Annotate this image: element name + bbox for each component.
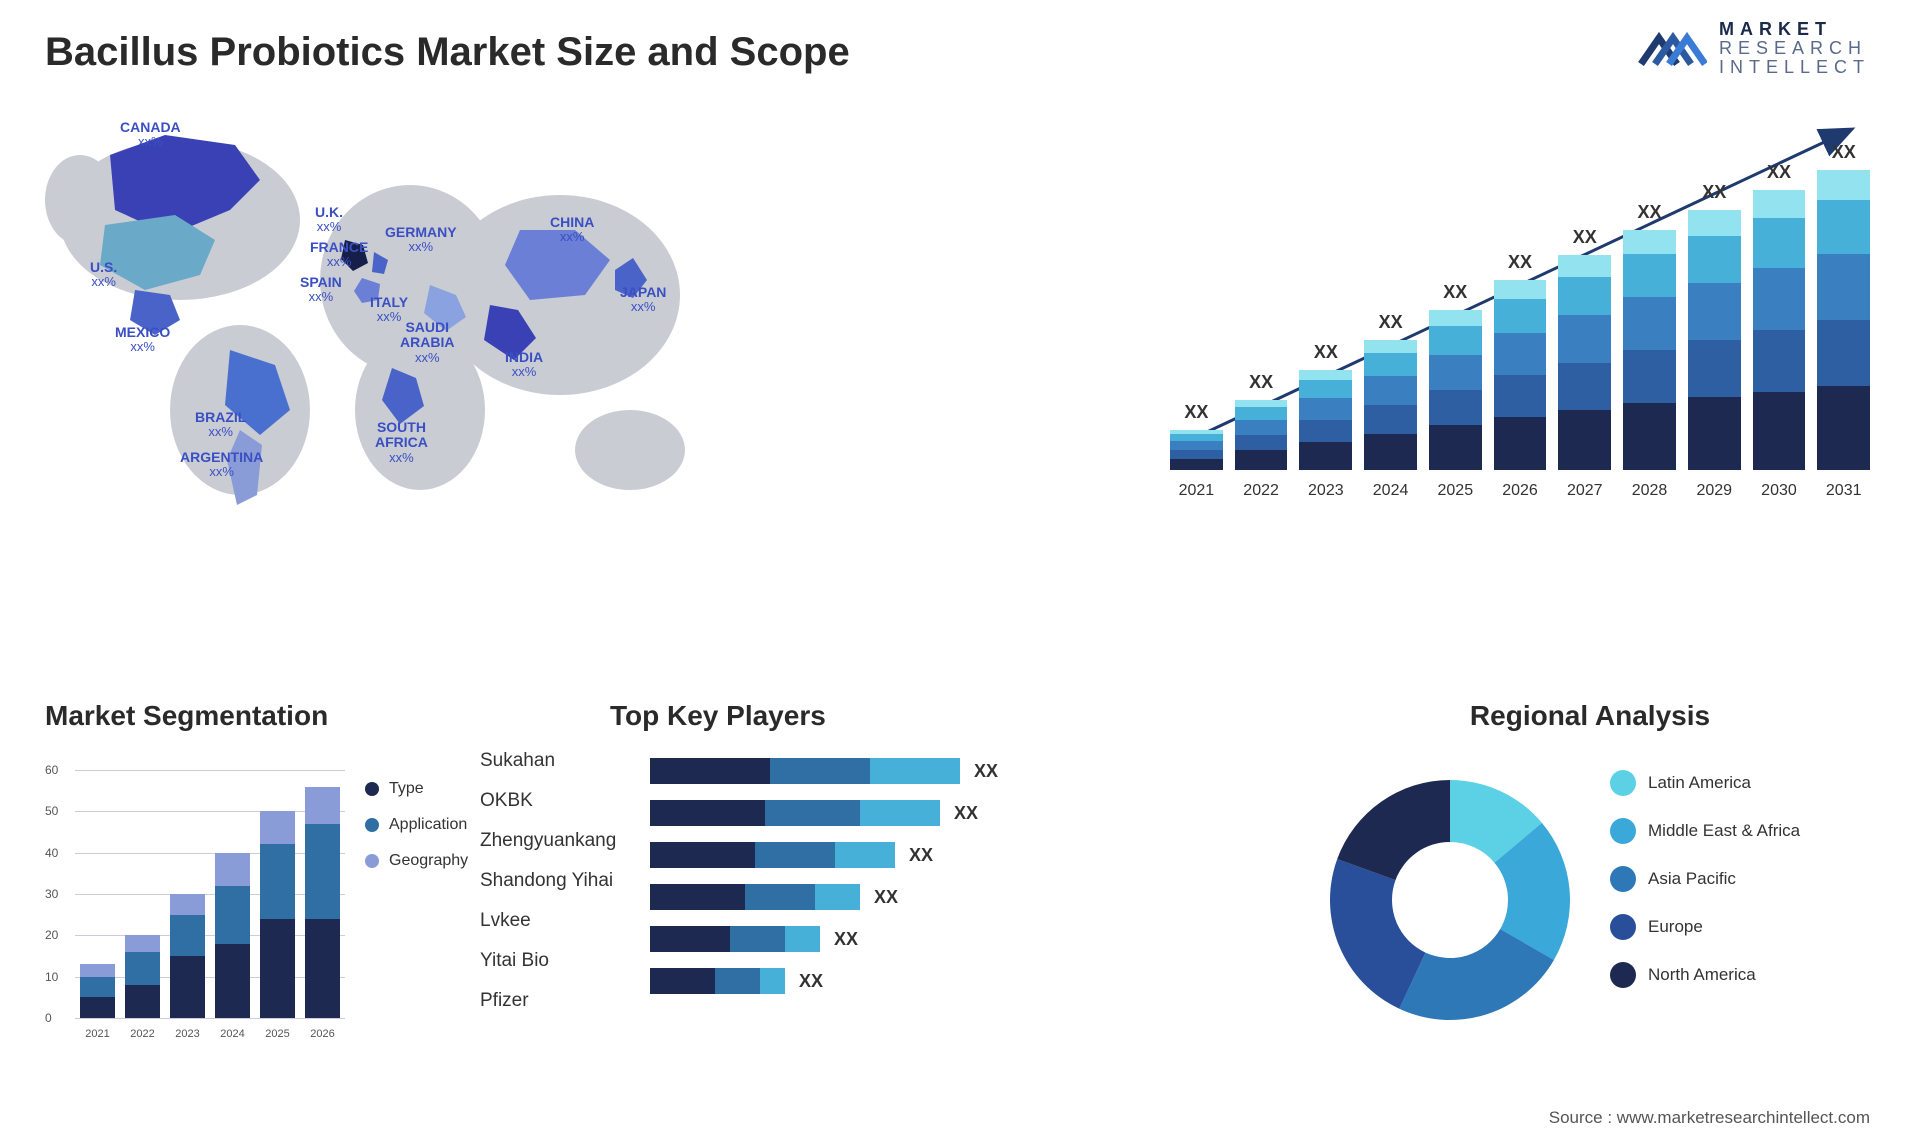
growth-year-label: 2021 [1170, 482, 1223, 500]
player-bar-row: XX [650, 926, 1110, 952]
map-label: SAUDIARABIAxx% [400, 320, 454, 365]
growth-bar: XX [1429, 310, 1482, 470]
brand-logo: MARKET RESEARCH INTELLECT [1637, 20, 1870, 77]
segmentation-year-label: 2021 [80, 1028, 115, 1040]
segmentation-legend: Type Application Geography [365, 780, 468, 888]
players-section: Top Key Players SukahanOKBKZhengyuankang… [610, 700, 1170, 1100]
growth-bar: XX [1753, 190, 1806, 470]
legend-item: Geography [365, 852, 468, 870]
player-bar-row: XX [650, 758, 1110, 784]
segmentation-year-label: 2025 [260, 1028, 295, 1040]
map-label: U.K.xx% [315, 205, 343, 235]
segmentation-bar [215, 853, 250, 1018]
player-name: Pfizer [480, 990, 640, 1012]
segmentation-year-label: 2022 [125, 1028, 160, 1040]
map-label: CANADAxx% [120, 120, 181, 150]
segmentation-year-label: 2026 [305, 1028, 340, 1040]
legend-item: Application [365, 816, 468, 834]
growth-year-label: 2027 [1558, 482, 1611, 500]
segmentation-bar [260, 811, 295, 1018]
growth-bar: XX [1494, 280, 1547, 470]
logo-chevron-icon [1637, 20, 1707, 76]
map-label: SPAINxx% [300, 275, 342, 305]
map-label: BRAZILxx% [195, 410, 246, 440]
growth-year-label: 2024 [1364, 482, 1417, 500]
segmentation-bar [305, 787, 340, 1018]
logo-line2: RESEARCH [1719, 39, 1870, 58]
growth-chart: XXXXXXXXXXXXXXXXXXXXXX 20212022202320242… [1170, 120, 1870, 500]
growth-bar: XX [1558, 255, 1611, 470]
regional-section: Regional Analysis Latin America Middle Ea… [1310, 700, 1870, 1100]
players-list: Sukahan OKBK Zhengyuankang Shandong Yihai Lv… [480, 750, 640, 1030]
growth-year-label: 2031 [1817, 482, 1870, 500]
segmentation-bar [80, 964, 115, 1018]
regional-legend: Latin America Middle East & Africa Asia Pa… [1610, 770, 1800, 1010]
map-label: GERMANYxx% [385, 225, 457, 255]
map-label: CHINAxx% [550, 215, 594, 245]
map-label: U.S.xx% [90, 260, 117, 290]
player-name: Shandong Yihai [480, 870, 640, 892]
growth-year-label: 2026 [1494, 482, 1547, 500]
regional-legend-item: Latin America [1610, 770, 1800, 796]
player-name: OKBK [480, 790, 640, 812]
map-label: JAPANxx% [620, 285, 666, 315]
growth-bar: XX [1299, 370, 1352, 470]
player-bar-row: XX [650, 842, 1110, 868]
player-bar-row: XX [650, 800, 1110, 826]
segmentation-bar [170, 894, 205, 1018]
players-title: Top Key Players [610, 700, 1170, 732]
growth-bar: XX [1235, 400, 1288, 470]
players-bars: XX XX XX XX XX XX [650, 758, 1110, 1010]
logo-line3: INTELLECT [1719, 58, 1870, 77]
segmentation-bar [125, 935, 160, 1018]
growth-year-label: 2030 [1753, 482, 1806, 500]
segmentation-year-label: 2023 [170, 1028, 205, 1040]
regional-legend-item: Europe [1610, 914, 1800, 940]
regional-legend-item: Asia Pacific [1610, 866, 1800, 892]
growth-bar: XX [1364, 340, 1417, 470]
player-name: Zhengyuankang [480, 830, 640, 852]
regional-title: Regional Analysis [1310, 700, 1870, 732]
segmentation-title: Market Segmentation [45, 700, 525, 732]
player-name: Sukahan [480, 750, 640, 772]
map-label: MEXICOxx% [115, 325, 170, 355]
logo-line1: MARKET [1719, 20, 1870, 39]
player-name: Lvkee [480, 910, 640, 932]
regional-legend-item: Middle East & Africa [1610, 818, 1800, 844]
map-label: INDIAxx% [505, 350, 543, 380]
growth-bar: XX [1817, 170, 1870, 470]
source-footer: Source : www.marketresearchintellect.com [1549, 1108, 1870, 1128]
segmentation-year-label: 2024 [215, 1028, 250, 1040]
map-label: SOUTHAFRICAxx% [375, 420, 428, 465]
world-map: CANADAxx% U.S.xx% MEXICOxx% BRAZILxx% ARGENT… [40, 120, 740, 520]
segmentation-section: Market Segmentation 0102030405060 202120… [45, 700, 525, 1100]
growth-year-label: 2022 [1235, 482, 1288, 500]
growth-bar: XX [1688, 210, 1741, 470]
growth-year-label: 2023 [1299, 482, 1352, 500]
player-name: Yitai Bio [480, 950, 640, 972]
growth-year-label: 2029 [1688, 482, 1741, 500]
player-bar-row: XX [650, 968, 1110, 994]
regional-donut [1310, 760, 1590, 1040]
segmentation-chart: 0102030405060 202120222023202420252026 [45, 760, 345, 1040]
player-bar-row: XX [650, 884, 1110, 910]
map-label: FRANCExx% [310, 240, 368, 270]
growth-year-label: 2028 [1623, 482, 1676, 500]
growth-bar: XX [1170, 430, 1223, 470]
legend-item: Type [365, 780, 468, 798]
page-title: Bacillus Probiotics Market Size and Scop… [45, 30, 850, 75]
growth-bar: XX [1623, 230, 1676, 470]
regional-legend-item: North America [1610, 962, 1800, 988]
growth-year-label: 2025 [1429, 482, 1482, 500]
map-label: ARGENTINAxx% [180, 450, 263, 480]
